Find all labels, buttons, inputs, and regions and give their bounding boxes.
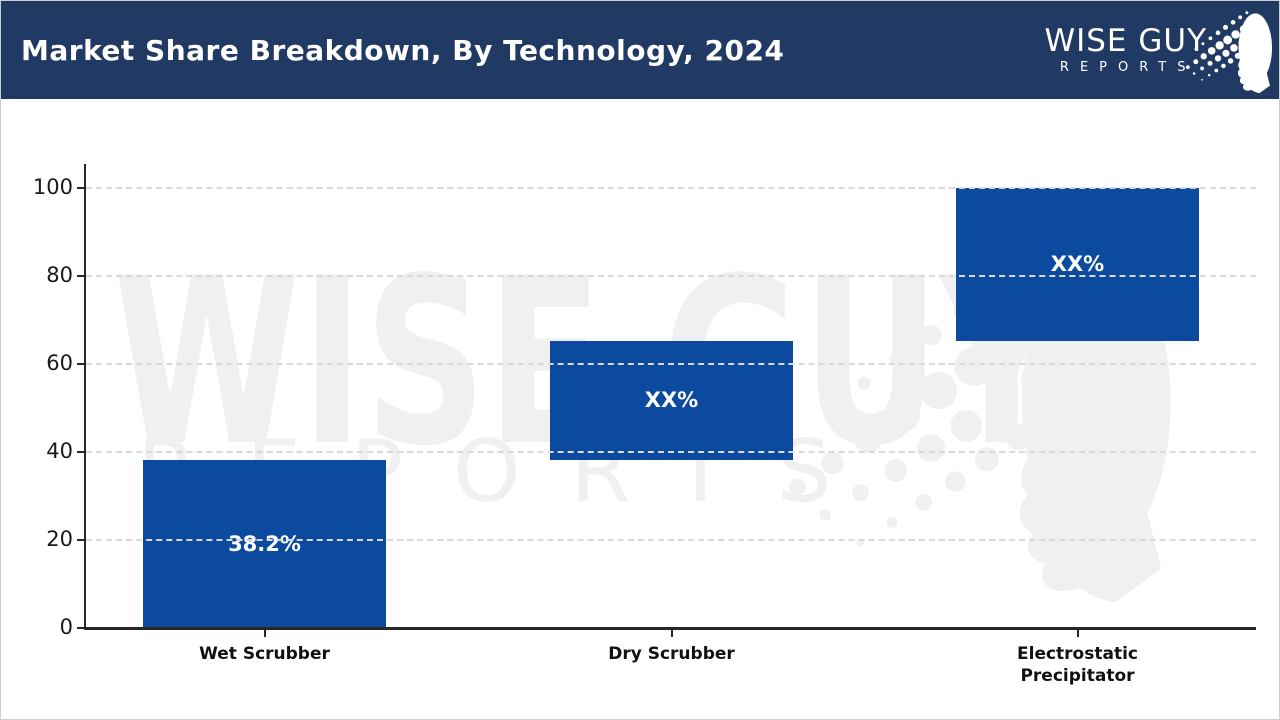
header: Market Share Breakdown, By Technology, 2…: [1, 1, 1279, 99]
bar: 38.2%: [143, 459, 386, 628]
y-tick-mark: [77, 363, 86, 365]
y-tick-mark: [77, 627, 86, 629]
page-title: Market Share Breakdown, By Technology, 2…: [21, 33, 785, 67]
y-tick-label: 40: [46, 439, 73, 463]
y-axis-line: [84, 164, 86, 628]
x-category-label: Wet Scrubber: [199, 644, 330, 664]
gridline: [86, 187, 1256, 189]
logo-text: WISE GUY REPORTS: [1044, 23, 1207, 75]
logo-wordmark: WISE GUY: [1044, 23, 1207, 59]
x-tick-mark: [670, 630, 673, 637]
gridline: [86, 539, 1256, 541]
y-tick-label: 60: [46, 351, 73, 375]
x-tick-mark: [263, 630, 266, 637]
bar: XX%: [550, 340, 793, 460]
bar-value-label: XX%: [1050, 252, 1105, 277]
y-tick-label: 0: [59, 615, 73, 639]
y-tick-mark: [77, 275, 86, 277]
y-tick-mark: [77, 187, 86, 189]
wise-guy-logo: WISE GUY REPORTS: [1044, 1, 1273, 99]
logo-face-icon: [1181, 6, 1273, 94]
y-tick-label: 100: [32, 175, 73, 199]
y-tick-label: 20: [46, 527, 73, 551]
x-category-label: Dry Scrubber: [608, 644, 735, 664]
gridline: [86, 275, 1256, 277]
x-tick-mark: [1076, 630, 1079, 637]
gridline: [86, 363, 1256, 365]
x-category-label: Electrostatic Precipitator: [1017, 644, 1138, 687]
x-axis-line: [84, 627, 1256, 630]
bar-value-label: 38.2%: [228, 531, 301, 556]
y-tick-mark: [77, 539, 86, 541]
y-tick-label: 80: [46, 263, 73, 287]
logo-subtitle: REPORTS: [1059, 60, 1197, 75]
y-tick-mark: [77, 451, 86, 453]
bar: XX%: [956, 188, 1199, 341]
bar-value-label: XX%: [644, 388, 699, 413]
gridline: [86, 451, 1256, 453]
